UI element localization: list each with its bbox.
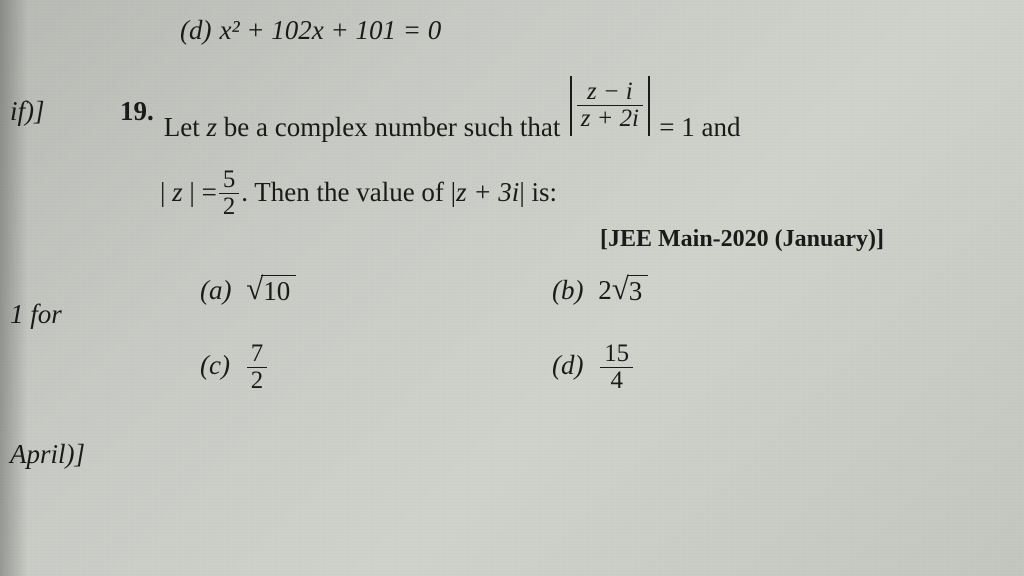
citation: [JEE Main-2020 (January)] [10, 226, 884, 253]
margin-note: if)] [10, 91, 120, 133]
option-c: (c) 7 2 [200, 341, 512, 394]
fraction-denominator: 2 [219, 194, 239, 220]
stem-text: . Then the value of | [241, 172, 456, 214]
fraction-denominator: 4 [600, 368, 633, 394]
q19-line2: | z | = 5 2 . Then the value of |z + 3i|… [160, 167, 984, 220]
fraction: z − i z + 2i [577, 79, 643, 132]
stem-text: | = [183, 172, 217, 214]
option-letter: (d) [552, 350, 583, 380]
stem-text: be a complex number such that [217, 112, 567, 142]
radicand: 10 [261, 275, 296, 307]
fraction-numerator: z − i [577, 79, 643, 106]
stem-text: | is: [519, 172, 557, 214]
fraction: 5 2 [219, 167, 239, 220]
margin-note: 1 for [10, 299, 120, 409]
margin-note: April)] [10, 439, 120, 549]
margin-column: 1 for April)] 10 [10, 299, 120, 576]
stem-text: Let [164, 112, 207, 142]
question-number: 19. [120, 91, 154, 133]
fraction: 7 2 [247, 341, 267, 394]
fraction-numerator: 15 [600, 341, 633, 368]
sqrt-icon: √10 [246, 271, 296, 307]
fraction: 15 4 [600, 341, 633, 394]
option-letter: (a) [200, 275, 231, 305]
fraction-numerator: 7 [247, 341, 267, 368]
abs-bars: z − i z + 2i [567, 76, 652, 136]
option-grid: (a) √10 (b) 2√3 (c) 7 2 (d) 15 4 [200, 271, 864, 394]
radicand: 3 [627, 275, 649, 307]
option-b: (b) 2√3 [552, 271, 864, 307]
option-letter: (b) [552, 275, 583, 305]
fraction-denominator: 2 [247, 368, 267, 394]
stem-tail: = 1 and [659, 112, 740, 142]
option-d: (d) 15 4 [552, 341, 864, 394]
option-letter: (d) [180, 10, 211, 52]
option-letter: (c) [200, 350, 230, 380]
sqrt-icon: √3 [612, 271, 649, 307]
coefficient: 2 [598, 275, 612, 305]
option-expression: x² + 102x + 101 = 0 [219, 10, 441, 52]
options-block: 1 for April)] 10 (a) √10 (b) 2√3 (c) 7 2… [10, 253, 984, 576]
question-stem: Let z be a complex number such that z − … [164, 76, 984, 149]
option-a: (a) √10 [200, 271, 512, 307]
fraction-denominator: z + 2i [577, 106, 643, 132]
variable-z: z [206, 112, 217, 142]
page-scan: (d) x² + 102x + 101 = 0 if)] 19. Let z b… [0, 0, 1024, 576]
abs-argument: z + 3i [456, 172, 519, 214]
stem-text: | [160, 172, 172, 214]
q18-option-d: (d) x² + 102x + 101 = 0 [180, 10, 984, 52]
q19-line1: if)] 19. Let z be a complex number such … [10, 76, 984, 149]
fraction-numerator: 5 [219, 167, 239, 194]
variable-z: z [172, 172, 183, 214]
